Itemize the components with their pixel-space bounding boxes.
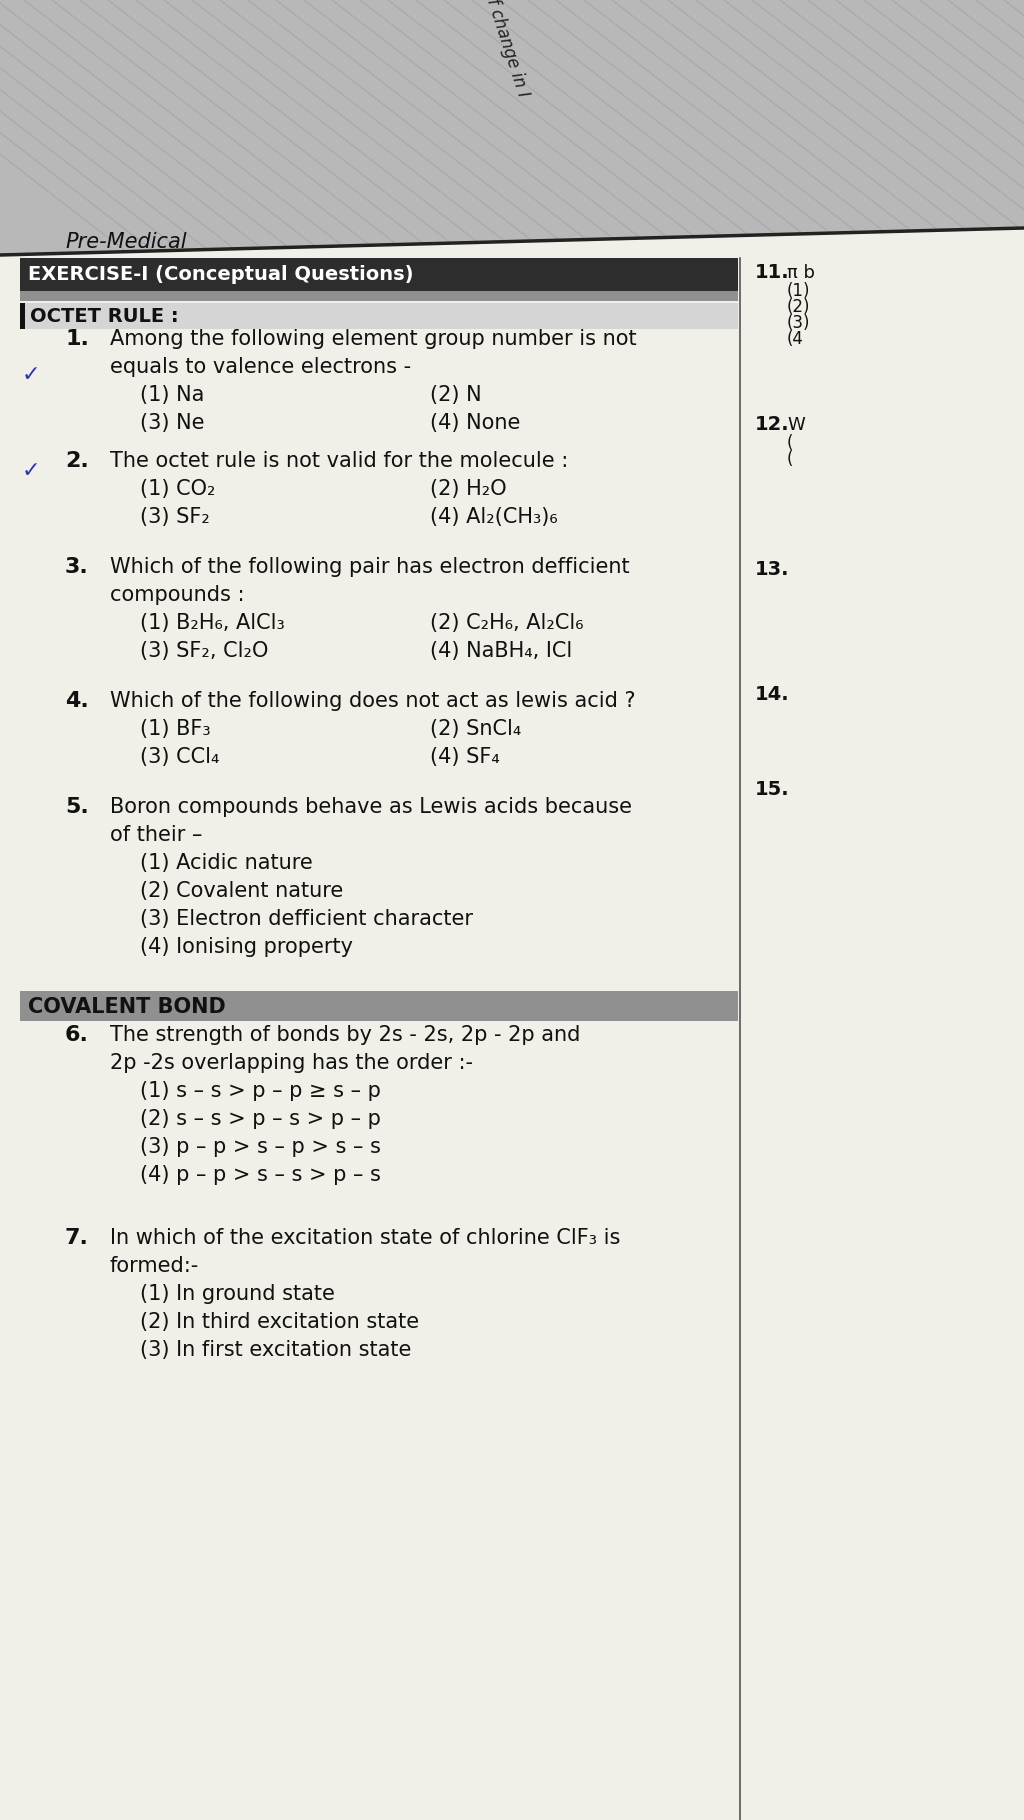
Text: (4) NaBH₄, ICl: (4) NaBH₄, ICl [430, 641, 572, 661]
Text: (4) Ionising property: (4) Ionising property [140, 937, 353, 957]
Text: Which of the following does not act as lewis acid ?: Which of the following does not act as l… [110, 692, 636, 712]
Text: 7.: 7. [65, 1228, 89, 1249]
FancyBboxPatch shape [20, 258, 738, 291]
Text: (3) SF₂, Cl₂O: (3) SF₂, Cl₂O [140, 641, 268, 661]
Text: (2) N: (2) N [430, 386, 481, 406]
Text: (4) Al₂(CH₃)₆: (4) Al₂(CH₃)₆ [430, 508, 558, 528]
FancyBboxPatch shape [20, 302, 738, 329]
Text: (2) C₂H₆, Al₂Cl₆: (2) C₂H₆, Al₂Cl₆ [430, 613, 584, 633]
Text: ✓: ✓ [22, 460, 41, 480]
Text: 6.: 6. [65, 1025, 89, 1045]
Text: (1) Na: (1) Na [140, 386, 205, 406]
Text: ✓: ✓ [22, 366, 41, 386]
Polygon shape [0, 0, 1024, 268]
Text: (1) BF₃: (1) BF₃ [140, 719, 211, 739]
Polygon shape [0, 228, 1024, 1820]
Text: 5.: 5. [65, 797, 89, 817]
Text: (: ( [787, 450, 794, 468]
Text: 12.: 12. [755, 415, 790, 433]
Text: In which of the excitation state of chlorine ClF₃ is: In which of the excitation state of chlo… [110, 1228, 621, 1249]
Text: equals to valence electrons -: equals to valence electrons - [110, 357, 411, 377]
Text: (3) Electron defficient character: (3) Electron defficient character [140, 908, 473, 928]
Text: 11.: 11. [755, 264, 790, 282]
Text: (2) Covalent nature: (2) Covalent nature [140, 881, 343, 901]
Text: compounds :: compounds : [110, 584, 245, 604]
Text: (3): (3) [787, 315, 811, 331]
Text: 2.: 2. [65, 451, 89, 471]
Text: 1.: 1. [65, 329, 89, 349]
Text: (2): (2) [787, 298, 811, 317]
Text: of their –: of their – [110, 824, 203, 844]
Text: formed:-: formed:- [110, 1256, 200, 1276]
Text: Boron compounds behave as Lewis acids because: Boron compounds behave as Lewis acids be… [110, 797, 632, 817]
Text: (2) SnCl₄: (2) SnCl₄ [430, 719, 521, 739]
FancyBboxPatch shape [20, 291, 738, 300]
Text: (3) CCl₄: (3) CCl₄ [140, 746, 219, 766]
Text: Among the following element group number is not: Among the following element group number… [110, 329, 637, 349]
Text: (4) None: (4) None [430, 413, 520, 433]
Text: (1) B₂H₆, AlCl₃: (1) B₂H₆, AlCl₃ [140, 613, 285, 633]
Text: OCTET RULE :: OCTET RULE : [30, 308, 178, 326]
Text: π b: π b [787, 264, 815, 282]
Text: (1) Acidic nature: (1) Acidic nature [140, 854, 312, 874]
Text: 4.: 4. [65, 692, 89, 712]
Text: (3) Ne: (3) Ne [140, 413, 205, 433]
Text: (3) In first excitation state: (3) In first excitation state [140, 1340, 412, 1360]
Text: Which of the following pair has electron defficient: Which of the following pair has electron… [110, 557, 630, 577]
FancyBboxPatch shape [20, 302, 25, 329]
Text: (4) SF₄: (4) SF₄ [430, 746, 500, 766]
FancyBboxPatch shape [20, 992, 738, 1021]
Text: (2) H₂O: (2) H₂O [430, 479, 507, 499]
Text: (: ( [787, 433, 794, 451]
Text: (4) p – p > s – s > p – s: (4) p – p > s – s > p – s [140, 1165, 381, 1185]
Text: (2) s – s > p – s > p – p: (2) s – s > p – s > p – p [140, 1108, 381, 1128]
Text: W: W [787, 417, 805, 433]
Text: The strength of bonds by 2s - 2s, 2p - 2p and: The strength of bonds by 2s - 2s, 2p - 2… [110, 1025, 581, 1045]
Text: 15.: 15. [755, 781, 790, 799]
Text: (1) In ground state: (1) In ground state [140, 1283, 335, 1303]
Text: (2) In third excitation state: (2) In third excitation state [140, 1312, 419, 1332]
Text: 2p -2s overlapping has the order :-: 2p -2s overlapping has the order :- [110, 1054, 473, 1074]
Text: 14.: 14. [755, 684, 790, 704]
Text: COVALENT BOND: COVALENT BOND [28, 997, 225, 1017]
Text: of change in I: of change in I [480, 0, 532, 98]
Text: Pre-Medical: Pre-Medical [65, 231, 186, 251]
Text: EXERCISE-I (Conceptual Questions): EXERCISE-I (Conceptual Questions) [28, 266, 414, 284]
Text: 3.: 3. [65, 557, 89, 577]
Text: 13.: 13. [755, 561, 790, 579]
Text: (4: (4 [787, 329, 804, 348]
Text: The octet rule is not valid for the molecule :: The octet rule is not valid for the mole… [110, 451, 568, 471]
Text: (1) s – s > p – p ≥ s – p: (1) s – s > p – p ≥ s – p [140, 1081, 381, 1101]
Text: (1) CO₂: (1) CO₂ [140, 479, 215, 499]
Text: (3) p – p > s – p > s – s: (3) p – p > s – p > s – s [140, 1138, 381, 1158]
Text: (3) SF₂: (3) SF₂ [140, 508, 210, 528]
Text: (1): (1) [787, 282, 811, 300]
